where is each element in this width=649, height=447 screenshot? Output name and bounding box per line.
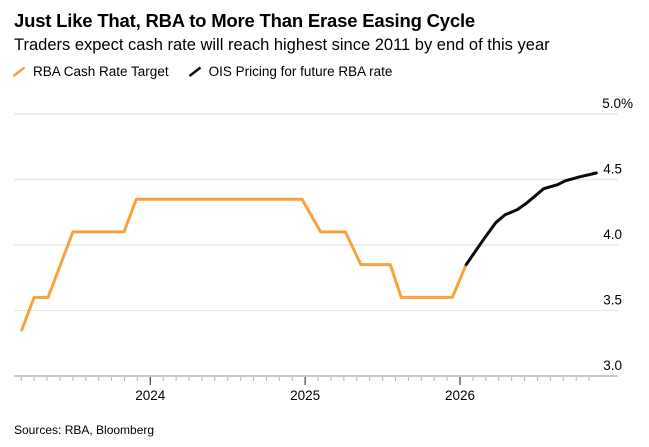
series-line-rba-cash-rate-target xyxy=(20,197,468,332)
y-axis-label-4.5: 4.5 xyxy=(603,162,622,177)
black-slash-swatch-icon xyxy=(188,66,201,78)
legend-item-rba-cash-rate-target[interactable]: RBA Cash Rate Target xyxy=(12,63,169,81)
orange-slash-swatch-icon xyxy=(12,66,26,78)
legend-label-rba-cash-rate-target: RBA Cash Rate Target xyxy=(33,64,169,79)
sources-note: Sources: RBA, Bloomberg xyxy=(14,423,155,437)
y-axis-label-3.5: 3.5 xyxy=(603,293,622,308)
chart-subtitle: Traders expect cash rate will reach high… xyxy=(14,36,550,54)
legend-item-ois-pricing[interactable]: OIS Pricing for future RBA rate xyxy=(188,63,393,81)
x-axis-label-2024: 2024 xyxy=(135,388,166,403)
x-axis-label-2026: 2026 xyxy=(445,388,475,403)
chart-title: Just Like That, RBA to More Than Erase E… xyxy=(14,10,475,31)
legend-label-ois-pricing: OIS Pricing for future RBA rate xyxy=(208,64,393,79)
x-axis-label-2025: 2025 xyxy=(290,388,320,403)
y-axis-label-5.0%: 5.0% xyxy=(602,96,633,111)
series-line-ois-pricing xyxy=(464,171,598,267)
y-axis-label-3.0: 3.0 xyxy=(603,358,622,373)
chart-legend: RBA Cash Rate Target OIS Pricing for fut… xyxy=(12,63,392,81)
y-axis-label-4.0: 4.0 xyxy=(603,227,622,242)
